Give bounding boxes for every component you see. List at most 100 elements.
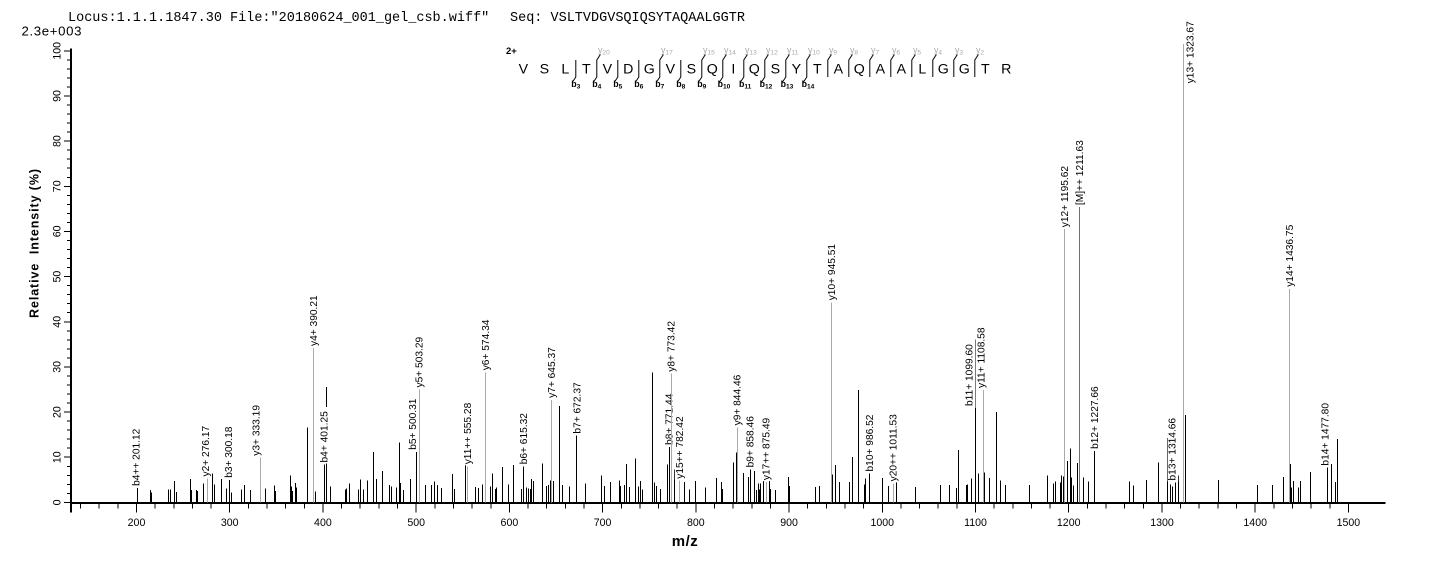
- svg-text:b11+ 1099.60: b11+ 1099.60: [965, 344, 976, 406]
- svg-text:20: 20: [52, 406, 64, 418]
- svg-text:y2+ 276.17: y2+ 276.17: [201, 425, 212, 476]
- svg-text:y12+ 1195.62: y12+ 1195.62: [1060, 166, 1071, 228]
- svg-text:Q: Q: [854, 62, 865, 78]
- svg-text:50: 50: [52, 271, 64, 283]
- svg-text:b12: b12: [760, 79, 773, 91]
- svg-text:m/z: m/z: [672, 533, 699, 550]
- svg-text:500: 500: [407, 517, 425, 529]
- svg-text:700: 700: [594, 517, 612, 529]
- svg-text:b14: b14: [802, 79, 815, 91]
- svg-text:V: V: [519, 62, 529, 78]
- svg-text:Q: Q: [707, 62, 718, 78]
- svg-text:R: R: [1001, 62, 1011, 78]
- svg-text:b10+ 986.52: b10+ 986.52: [865, 414, 876, 471]
- svg-text:400: 400: [314, 517, 332, 529]
- svg-text:L: L: [918, 62, 926, 78]
- svg-text:A: A: [897, 62, 907, 78]
- svg-text:b8: b8: [676, 79, 685, 91]
- svg-text:Q: Q: [749, 62, 760, 78]
- svg-text:b7+ 672.37: b7+ 672.37: [572, 382, 583, 434]
- svg-text:y10: y10: [808, 45, 820, 57]
- svg-text:T: T: [582, 62, 591, 78]
- svg-text:b7: b7: [655, 79, 664, 91]
- svg-text:Relative Intensity (%): Relative Intensity (%): [28, 168, 42, 318]
- svg-text:y11+ 1108.58: y11+ 1108.58: [977, 327, 988, 388]
- svg-text:I: I: [731, 62, 735, 78]
- svg-text:y13: y13: [745, 45, 757, 57]
- svg-text:V: V: [603, 62, 613, 78]
- svg-text:y7+ 645.37: y7+ 645.37: [547, 347, 558, 398]
- svg-text:2.3e+003: 2.3e+003: [22, 24, 83, 39]
- svg-text:y8: y8: [850, 45, 858, 57]
- svg-text:2+: 2+: [506, 46, 517, 57]
- svg-text:y11: y11: [787, 45, 799, 57]
- svg-text:y15++ 782.42: y15++ 782.42: [675, 416, 686, 479]
- svg-text:y5+ 503.29: y5+ 503.29: [415, 336, 426, 387]
- svg-text:T: T: [981, 62, 990, 78]
- svg-text:[M]++ 1211.63: [M]++ 1211.63: [1075, 140, 1086, 205]
- svg-text:b3: b3: [571, 79, 580, 91]
- svg-text:y3+ 333.19: y3+ 333.19: [252, 405, 263, 456]
- svg-text:b5+ 500.31: b5+ 500.31: [408, 398, 419, 450]
- svg-text:Y: Y: [792, 62, 802, 78]
- svg-text:b3+ 300.18: b3+ 300.18: [224, 426, 235, 478]
- svg-text:V: V: [666, 62, 676, 78]
- svg-text:y8+ 773.42: y8+ 773.42: [667, 321, 678, 372]
- svg-text:y14: y14: [724, 45, 736, 57]
- svg-text:y17++ 875.49: y17++ 875.49: [762, 417, 773, 480]
- svg-text:y6+ 574.34: y6+ 574.34: [481, 319, 492, 370]
- svg-text:y4+ 390.21: y4+ 390.21: [309, 295, 320, 346]
- svg-text:G: G: [644, 62, 655, 78]
- svg-text:1200: 1200: [1057, 517, 1081, 529]
- svg-text:y9: y9: [829, 45, 837, 57]
- svg-text:90: 90: [52, 90, 64, 102]
- svg-text:1100: 1100: [964, 517, 987, 529]
- svg-text:b4+ 401.25: b4+ 401.25: [320, 411, 331, 463]
- svg-text:1300: 1300: [1150, 517, 1174, 529]
- svg-text:600: 600: [501, 517, 519, 529]
- svg-text:10: 10: [52, 451, 64, 463]
- svg-text:L: L: [561, 62, 569, 78]
- svg-text:G: G: [938, 62, 949, 78]
- svg-text:y17: y17: [661, 45, 673, 57]
- svg-text:800: 800: [687, 517, 705, 529]
- svg-text:1500: 1500: [1337, 517, 1361, 529]
- svg-text:30: 30: [52, 361, 64, 373]
- svg-text:y14+ 1436.75: y14+ 1436.75: [1285, 224, 1296, 286]
- svg-text:b12+ 1227.66: b12+ 1227.66: [1090, 386, 1101, 449]
- svg-text:y2: y2: [976, 45, 984, 57]
- svg-text:b10: b10: [718, 79, 731, 91]
- svg-text:D: D: [623, 62, 633, 78]
- svg-text:y9+ 844.46: y9+ 844.46: [733, 374, 744, 425]
- svg-text:b4++ 201.12: b4++ 201.12: [132, 428, 143, 486]
- svg-text:y20: y20: [598, 45, 610, 57]
- svg-text:y6: y6: [892, 45, 900, 57]
- svg-text:y3: y3: [955, 45, 963, 57]
- svg-text:b11: b11: [739, 79, 752, 91]
- svg-text:1400: 1400: [1243, 517, 1267, 529]
- svg-text:100: 100: [52, 42, 64, 60]
- svg-text:y12: y12: [766, 45, 778, 57]
- svg-text:Locus:1.1.1.1847.30 File:"2018: Locus:1.1.1.1847.30 File:"20180624_001_g…: [68, 11, 489, 26]
- svg-text:T: T: [813, 62, 822, 78]
- svg-text:S: S: [771, 62, 780, 78]
- svg-text:A: A: [876, 62, 886, 78]
- svg-text:60: 60: [52, 225, 64, 237]
- svg-text:70: 70: [52, 180, 64, 192]
- svg-text:b4: b4: [592, 79, 601, 91]
- svg-text:b9: b9: [697, 79, 706, 91]
- svg-text:b6: b6: [634, 79, 643, 91]
- svg-text:0: 0: [52, 499, 64, 505]
- svg-text:y20++ 1011.53: y20++ 1011.53: [888, 414, 899, 482]
- svg-text:S: S: [687, 62, 696, 78]
- svg-text:80: 80: [52, 135, 64, 147]
- svg-text:G: G: [959, 62, 970, 78]
- svg-text:b5: b5: [613, 79, 622, 91]
- svg-text:b13+ 1314.66: b13+ 1314.66: [1168, 418, 1179, 481]
- svg-text:y11++ 555.28: y11++ 555.28: [463, 402, 474, 464]
- svg-text:y7: y7: [871, 45, 879, 57]
- svg-text:200: 200: [128, 517, 146, 529]
- svg-text:y4: y4: [934, 45, 942, 57]
- svg-text:y5: y5: [913, 45, 921, 57]
- svg-text:1000: 1000: [871, 517, 895, 529]
